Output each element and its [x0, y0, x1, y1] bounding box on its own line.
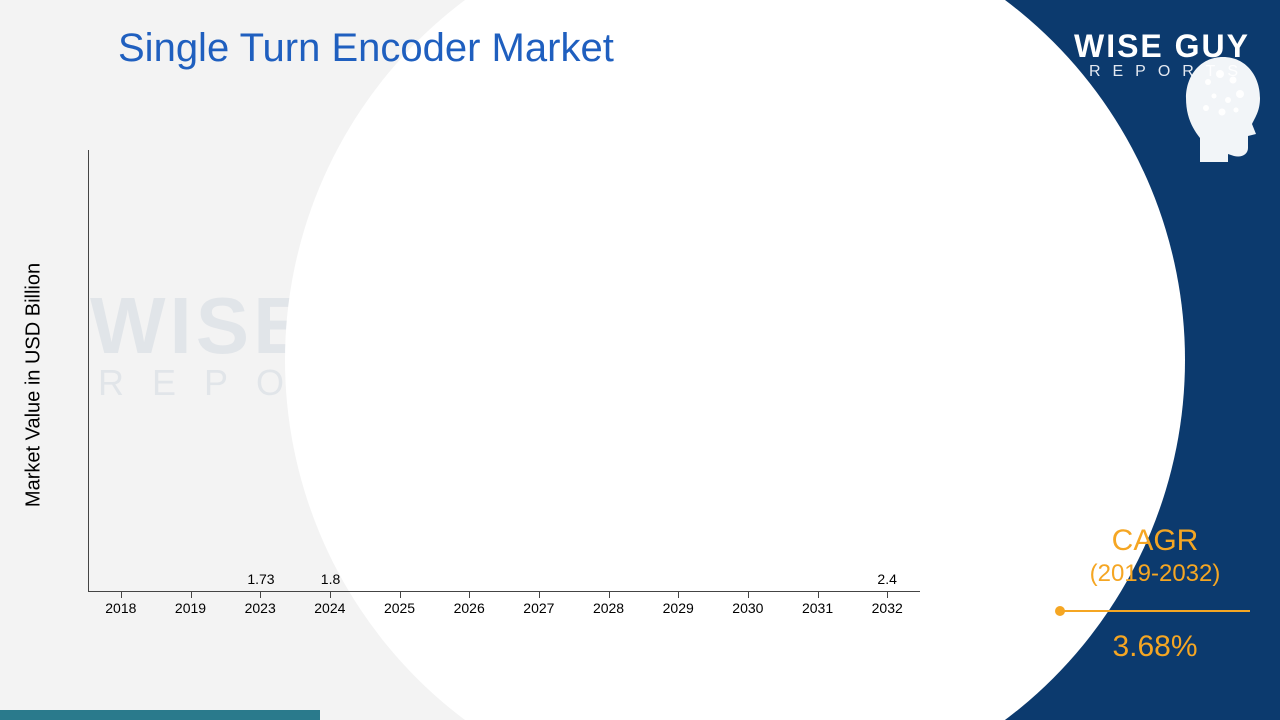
- footer-strip: [0, 710, 320, 720]
- bar-column: [97, 587, 147, 591]
- bar-column: [514, 587, 564, 591]
- bar-value-label: 1.73: [247, 571, 274, 587]
- x-tick-label: 2024: [305, 596, 355, 620]
- bar-group: 1.73 1.8 2.4: [89, 150, 920, 591]
- x-axis-ticks: 2018 2019 2023 2024 2025 2026 2027 2028 2029 2030…: [88, 596, 920, 620]
- x-tick-label: 2023: [235, 596, 285, 620]
- x-tick-label: 2019: [166, 596, 216, 620]
- x-tick-label: 2030: [723, 596, 773, 620]
- bar-value-label: 2.4: [877, 571, 896, 587]
- x-tick-label: 2031: [793, 596, 843, 620]
- chart-title: Single Turn Encoder Market: [118, 26, 614, 71]
- bar-column: 1.73: [236, 571, 286, 591]
- bar-column: [167, 587, 217, 591]
- bar-column: [793, 587, 843, 591]
- bar-column: [584, 587, 634, 591]
- right-panel: WISE GUY REPORTS CAGR (2019-2032) 3.68%: [965, 0, 1280, 720]
- cagr-box: CAGR (2019-2032) 3.68%: [1060, 524, 1250, 664]
- x-tick-label: 2027: [514, 596, 564, 620]
- cagr-divider: [1060, 610, 1250, 612]
- x-tick-label: 2025: [375, 596, 425, 620]
- cagr-value: 3.68%: [1060, 630, 1250, 664]
- bar-column: [723, 587, 773, 591]
- head-icon: [1178, 52, 1268, 162]
- bar-value-label: 1.8: [321, 571, 340, 587]
- x-tick-label: 2026: [444, 596, 494, 620]
- chart-area: Market Value in USD Billion 1.731.82.4 2…: [40, 150, 920, 620]
- bar-column: [654, 587, 704, 591]
- plot-area: 1.73 1.8 2.4: [88, 150, 920, 592]
- x-tick-label: 2018: [96, 596, 146, 620]
- cagr-label: CAGR: [1060, 524, 1250, 558]
- x-tick-label: 2029: [653, 596, 703, 620]
- bar-column: 1.8: [306, 571, 356, 591]
- x-tick-label: 2032: [862, 596, 912, 620]
- bar-column: 2.4: [862, 571, 912, 591]
- chart-stage: WISE GUYREPORTS WISE GUYREPORTS WISE GUY…: [0, 0, 1280, 720]
- bar-column: [375, 587, 425, 591]
- y-axis-label: Market Value in USD Billion: [23, 263, 46, 507]
- cagr-range: (2019-2032): [1060, 560, 1250, 588]
- x-tick-label: 2028: [584, 596, 634, 620]
- brand-logo: WISE GUY REPORTS: [1074, 28, 1250, 81]
- bar-column: [445, 587, 495, 591]
